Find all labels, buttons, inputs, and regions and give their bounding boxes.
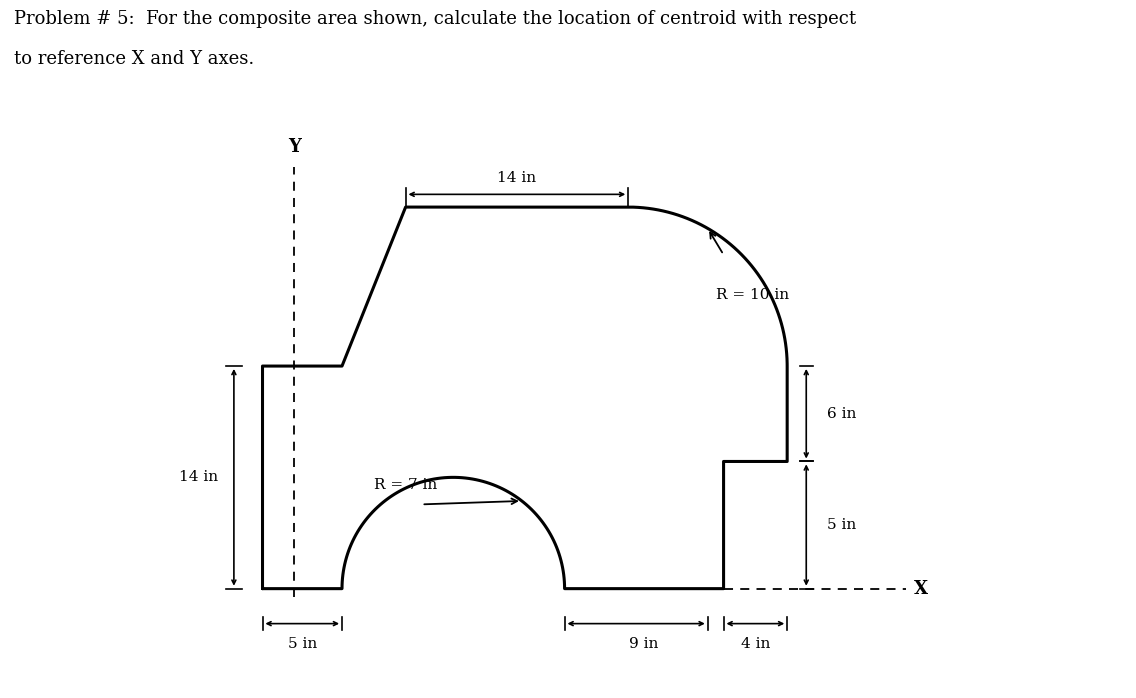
- Text: 5 in: 5 in: [827, 518, 857, 532]
- Text: 5 in: 5 in: [287, 637, 317, 651]
- Text: 14 in: 14 in: [498, 172, 536, 186]
- Text: R = 7 in: R = 7 in: [374, 478, 437, 492]
- Text: R = 10 in: R = 10 in: [716, 288, 788, 302]
- Text: 6 in: 6 in: [827, 407, 857, 421]
- Text: to reference X and Y axes.: to reference X and Y axes.: [14, 50, 253, 68]
- Text: 4 in: 4 in: [741, 637, 770, 651]
- Text: Y: Y: [287, 138, 301, 156]
- Text: X: X: [914, 579, 928, 597]
- Text: 14 in: 14 in: [179, 470, 218, 484]
- Text: Problem # 5:  For the composite area shown, calculate the location of centroid w: Problem # 5: For the composite area show…: [14, 10, 855, 29]
- Text: 9 in: 9 in: [629, 637, 659, 651]
